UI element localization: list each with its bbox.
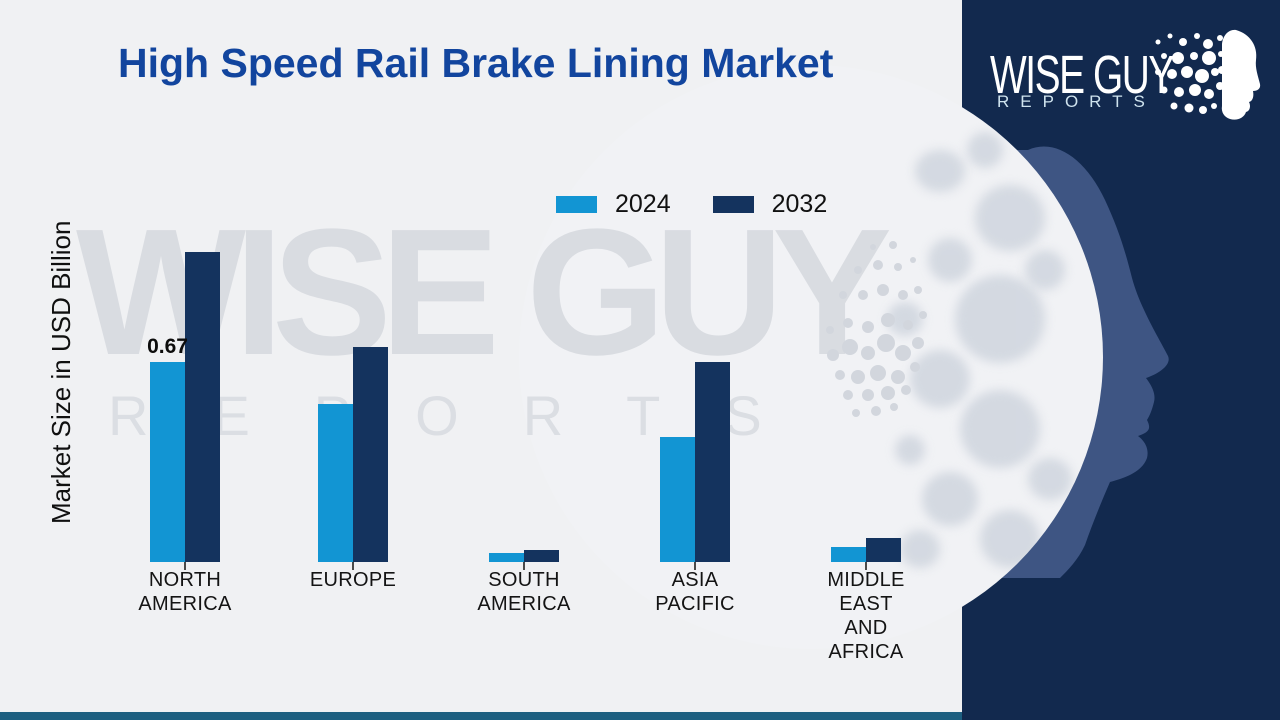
legend-label-2024: 2024 (615, 190, 671, 218)
logo-sub-text: REPORTS (997, 92, 1156, 111)
footer-accent-bar (0, 712, 962, 720)
bar-2024-cat4 (831, 547, 866, 562)
bar-2024-cat2 (489, 553, 524, 562)
circle-blob (900, 530, 940, 568)
circle-blob (910, 350, 970, 408)
x-axis-tick (184, 562, 186, 570)
y-axis-label: Market Size in USD Billion (46, 220, 76, 525)
circle-blob (955, 275, 1045, 363)
category-label-0: NORTH AMERICA (138, 569, 232, 615)
legend-item-2032: 2032 (712, 190, 828, 219)
bar-2032-cat2 (524, 550, 559, 562)
x-axis-tick (523, 562, 525, 570)
category-label-1: EUROPE (309, 569, 397, 591)
logo-brand-text: WISE GUY (990, 45, 1174, 105)
legend-swatch-2032 (712, 196, 754, 213)
bar-2024-cat0 (150, 362, 185, 562)
legend-item-2024: 2024 (556, 190, 671, 219)
x-axis-tick (352, 562, 354, 570)
x-axis-tick (694, 562, 696, 570)
circle-blob (915, 150, 965, 192)
circle-blob (922, 472, 978, 526)
circle-blob (1028, 458, 1072, 500)
legend-label-2032: 2032 (771, 190, 828, 218)
bar-2024-cat3 (660, 437, 695, 562)
circle-blob (975, 185, 1045, 251)
legend: 2024 2032 (556, 190, 827, 219)
decorative-circle (519, 65, 1103, 649)
bar-2032-cat1 (353, 347, 388, 562)
value-label: 0.67 (147, 335, 188, 358)
circle-blob (895, 435, 925, 465)
circle-blob (967, 132, 1003, 168)
bar-2032-cat3 (695, 362, 730, 562)
x-axis-tick (865, 562, 867, 570)
circle-blob (928, 238, 972, 282)
circle-blob (1025, 250, 1065, 290)
bar-2032-cat4 (866, 538, 901, 562)
legend-swatch-2024 (556, 196, 597, 213)
category-label-3: ASIA PACIFIC (655, 569, 735, 615)
circle-blob (960, 390, 1040, 468)
category-label-4: MIDDLE EAST AND AFRICA (827, 569, 905, 663)
bar-2032-cat0 (185, 252, 220, 562)
circle-blob (980, 510, 1040, 568)
category-label-2: SOUTH AMERICA (477, 569, 571, 615)
bar-2024-cat1 (318, 404, 353, 562)
watermark-face-dots-icon (826, 241, 927, 417)
chart-title: High Speed Rail Brake Lining Market (118, 40, 834, 86)
logo-face-icon (1155, 29, 1261, 120)
